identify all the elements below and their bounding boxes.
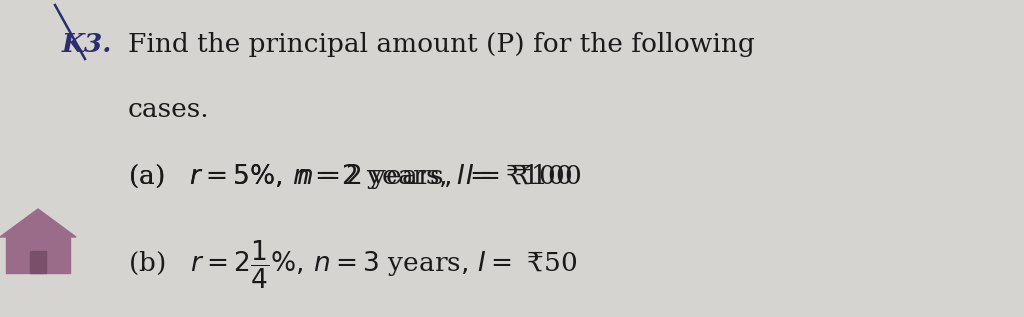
Bar	[30, 251, 46, 273]
Bar	[6, 237, 70, 273]
Polygon shape	[0, 209, 76, 237]
Text: Find the principal amount (P) for the following: Find the principal amount (P) for the fo…	[128, 32, 755, 57]
Text: (a)   $r=5\%,\ n=2$ years$,\ I=\mathbf{\ }$₹100: (a) $r=5\%,\ n=2$ years$,\ I=\mathbf{\ }…	[128, 162, 582, 191]
Text: K3.: K3.	[62, 32, 113, 57]
Text: (b)   $r = 2\dfrac{1}{4}\%,\,n = 3$ years$,\,I = $ ₹50: (b) $r = 2\dfrac{1}{4}\%,\,n = 3$ years$…	[128, 239, 578, 291]
Text: cases.: cases.	[128, 97, 210, 122]
Text: (a)   $r = 5\%,\,n = 2$ years$,\,I = $ ₹100: (a) $r = 5\%,\,n = 2$ years$,\,I = $ ₹10…	[128, 162, 572, 191]
